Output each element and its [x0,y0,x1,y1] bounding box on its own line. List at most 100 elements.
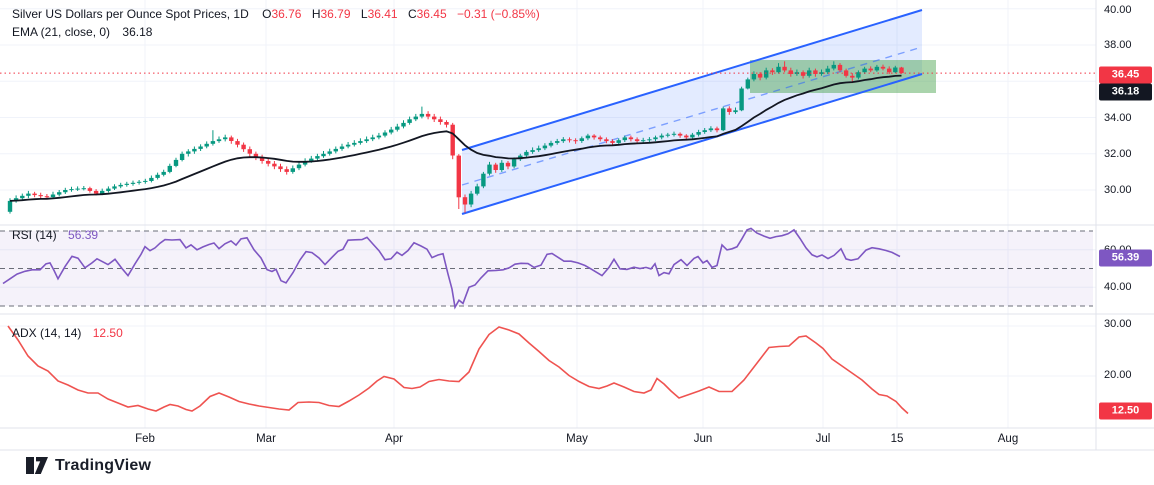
price-axis-label: 34.00 [1104,112,1132,124]
candle-body [493,164,498,170]
candle-body [167,165,172,172]
candle-body [604,139,609,142]
candle-body [50,194,56,198]
candle-body [352,142,357,145]
time-axis-label: Mar [256,433,276,445]
candle-body [567,139,572,141]
candle-body [32,193,37,196]
candle-body [302,161,308,165]
tradingview-logo-text: TradingView [55,456,152,474]
candle-body [192,148,197,152]
candle-body [880,66,886,69]
candle-body [745,79,750,89]
candle-body [456,155,461,198]
candle-body [677,133,683,136]
rsi-value: 56.39 [68,228,99,242]
ema-line [9,74,902,202]
candle-body [813,70,818,74]
price-badge: 36.45 [1099,66,1152,84]
candle-body [653,137,658,140]
time-axis-label: Feb [135,433,155,445]
candle-body [210,141,216,144]
candle-body [622,137,627,141]
candle-body [751,74,757,80]
adx-value: 12.50 [92,326,123,340]
candle-body [825,68,830,73]
candle-body [370,137,375,140]
candle-body [112,186,117,189]
candle-body [874,66,880,71]
candle-body [358,141,363,143]
candle-body [788,70,793,74]
time-axis-label: May [566,433,588,445]
candle-body [389,129,394,133]
channel-bottom-line [461,73,923,215]
candle-body [179,153,185,160]
candle-body [850,75,855,78]
candle-body [641,140,646,142]
candle-body [634,139,640,142]
tradingview-logo-icon [26,457,48,474]
price-axis[interactable]: 40.0038.0034.0032.0030.0060.0040.0030.00… [1096,0,1154,450]
candle-body [764,70,769,78]
time-axis-label: Jul [815,433,831,445]
candle-body [530,150,535,152]
candle-body [93,190,99,194]
candle-body [782,66,787,71]
price-badge: 56.39 [1099,249,1152,267]
candle-body [819,72,824,74]
candle-body [862,68,867,73]
candle-body [671,133,677,135]
candle-body [333,148,338,152]
candle-body [155,174,160,178]
candle-body [807,70,812,76]
candle-body [899,67,904,74]
candle-body [481,173,486,187]
time-axis[interactable]: Feb Mar Apr May Jun Jul 15 Aug [0,428,1154,450]
candle-body [548,142,554,146]
candle-body [87,188,93,191]
candle-body [241,144,246,150]
candle-body [20,195,25,199]
candle-body [462,197,468,205]
candle-body [235,141,240,145]
candle-body [598,137,603,140]
candle-body [173,159,179,166]
candle-body [468,193,474,205]
candle-body [81,188,86,190]
candle-body [204,143,209,147]
price-axis-label: 38.00 [1104,39,1132,51]
ema-label[interactable]: EMA (21, close, 0) [12,25,111,39]
symbol-title[interactable]: Silver US Dollars per Ounce Spot Prices,… [12,7,249,21]
candle-body [432,116,437,120]
candle-body [511,159,517,167]
candle-body [57,192,62,195]
trend-channel-fill [462,10,922,214]
candle-body [770,70,775,73]
candle-body [413,116,418,120]
candle-body [444,122,449,125]
candle-body [136,181,142,183]
rsi-label[interactable]: RSI (14) [12,228,57,242]
tradingview-logo[interactable]: TradingView [26,456,151,475]
time-axis-label: Jun [693,433,713,445]
candle-body [659,135,664,138]
adx-line [7,325,909,415]
rsi-line [2,227,901,310]
price-badge: 12.50 [1099,402,1152,420]
time-axis-label: Apr [385,433,403,445]
candle-body [591,135,597,138]
candle-body [524,151,529,156]
time-axis-label: 15 [890,433,904,445]
candle-body [721,108,726,131]
candle-body [425,113,431,117]
adx-label[interactable]: ADX (14, 14) [12,326,82,340]
price-axis-label: 40.00 [1104,4,1132,16]
candle-body [665,134,670,136]
candle-body [223,137,228,140]
candle-body [229,137,234,141]
candle-body [708,128,714,131]
main-legend: Silver US Dollars per Ounce Spot Prices,… [12,6,540,41]
candle-body [573,140,578,142]
